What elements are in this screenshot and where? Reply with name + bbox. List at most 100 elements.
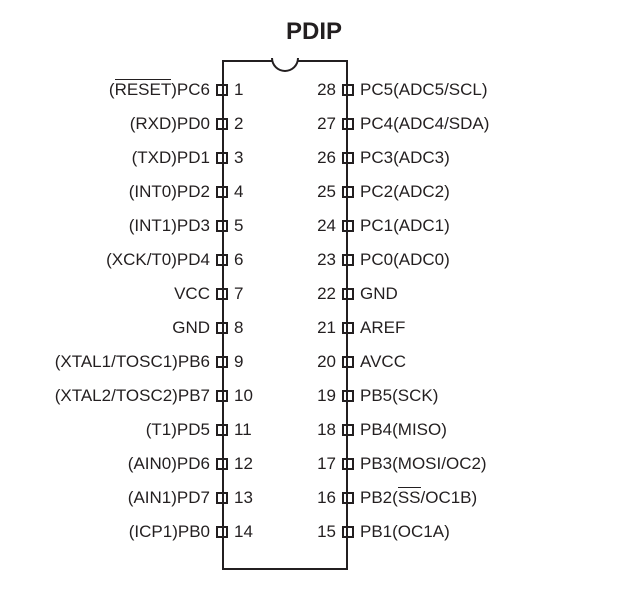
pin-row: PC3 (ADC3) — [342, 141, 450, 175]
pin-number: 7 — [234, 284, 243, 304]
pin-row: AREF — [342, 311, 405, 345]
pin-pad — [216, 492, 228, 504]
pin-row: GND — [172, 311, 228, 345]
pin-label: PC2 (ADC2) — [360, 182, 450, 202]
pin-row: PC0 (ADC0) — [342, 243, 450, 277]
pin-number: 6 — [234, 250, 243, 270]
pin-pad — [342, 152, 354, 164]
pin-label: AVCC — [360, 352, 406, 372]
pin-number: 24 — [317, 216, 336, 236]
pin-number: 19 — [317, 386, 336, 406]
pin-row: PB1 (OC1A) — [342, 515, 450, 549]
pin-pad — [216, 288, 228, 300]
pin-row: VCC — [174, 277, 228, 311]
pin-pad — [216, 118, 228, 130]
pin-number: 22 — [317, 284, 336, 304]
pin-row: (AIN1) PD7 — [128, 481, 228, 515]
pin-label: PC5 (ADC5/SCL) — [360, 80, 488, 100]
pin-row: PC2 (ADC2) — [342, 175, 450, 209]
pin-pad — [216, 220, 228, 232]
pin-pad — [342, 118, 354, 130]
pin-number: 1 — [234, 80, 243, 100]
pin-row: (ICP1) PB0 — [129, 515, 228, 549]
pin-row: AVCC — [342, 345, 406, 379]
pin-number: 14 — [234, 522, 253, 542]
package-title: PDIP — [0, 18, 628, 46]
pin-number: 11 — [234, 420, 252, 440]
pin-number: 8 — [234, 318, 243, 338]
pin-pad — [216, 526, 228, 538]
pin-label: PB3 (MOSI/OC2) — [360, 454, 487, 474]
pin-pad — [342, 84, 354, 96]
pin-label: (RXD) PD0 — [130, 114, 210, 134]
pin-number: 23 — [317, 250, 336, 270]
pin-pad — [342, 424, 354, 436]
pin-label: (XCK/T0) PD4 — [106, 250, 210, 270]
pin-row: (RXD) PD0 — [130, 107, 228, 141]
pin-pad — [342, 186, 354, 198]
pin-label: (RESET) PC6 — [109, 80, 210, 100]
pin-pad — [342, 458, 354, 470]
pin-number: 16 — [317, 488, 336, 508]
pin-label: AREF — [360, 318, 405, 338]
pin-label: (T1) PD5 — [146, 420, 210, 440]
pin-row: (AIN0) PD6 — [128, 447, 228, 481]
pin-row: (INT1) PD3 — [129, 209, 228, 243]
pin-number: 13 — [234, 488, 253, 508]
pin-row: PC4 (ADC4/SDA) — [342, 107, 489, 141]
pin-number: 18 — [317, 420, 336, 440]
pin-pad — [342, 492, 354, 504]
pin-label: GND — [360, 284, 398, 304]
pin-label: (XTAL1/TOSC1) PB6 — [55, 352, 210, 372]
pin-number: 15 — [317, 522, 336, 542]
pin-number: 21 — [317, 318, 336, 338]
pin-label: (AIN0) PD6 — [128, 454, 210, 474]
pin-number: 5 — [234, 216, 243, 236]
pin-row: PB5 (SCK) — [342, 379, 438, 413]
pin-number: 10 — [234, 386, 253, 406]
pin-row: (T1) PD5 — [146, 413, 228, 447]
pin-row: (XTAL1/TOSC1) PB6 — [55, 345, 228, 379]
pin-pad — [342, 288, 354, 300]
pin-label: GND — [172, 318, 210, 338]
pin-row: (TXD) PD1 — [132, 141, 228, 175]
pin-pad — [216, 152, 228, 164]
pin-number: 9 — [234, 352, 243, 372]
pin-pad — [216, 322, 228, 334]
pin-row: PC5 (ADC5/SCL) — [342, 73, 488, 107]
pin-row: PB4 (MISO) — [342, 413, 447, 447]
pin-pad — [342, 322, 354, 334]
pin-label: (ICP1) PB0 — [129, 522, 210, 542]
pin-label: PB2 (SS/OC1B) — [360, 488, 477, 508]
pin-label: PB1 (OC1A) — [360, 522, 450, 542]
pin-number: 4 — [234, 182, 243, 202]
pin-number: 20 — [317, 352, 336, 372]
pin-row: GND — [342, 277, 398, 311]
pin-pad — [342, 390, 354, 402]
pin-label: (INT1) PD3 — [129, 216, 210, 236]
pin-pad — [342, 526, 354, 538]
pin-label: PC3 (ADC3) — [360, 148, 450, 168]
pin-label: PC1 (ADC1) — [360, 216, 450, 236]
pin-pad — [216, 424, 228, 436]
pin-label: PB4 (MISO) — [360, 420, 447, 440]
pin-number: 2 — [234, 114, 243, 134]
pinout-diagram: { "type": "chip-pinout", "title": "PDIP"… — [0, 0, 628, 595]
pin-pad — [216, 186, 228, 198]
pin-label: (INT0) PD2 — [129, 182, 210, 202]
pin-number: 28 — [317, 80, 336, 100]
pin-pad — [216, 356, 228, 368]
pin-label: VCC — [174, 284, 210, 304]
pin-label: PB5 (SCK) — [360, 386, 438, 406]
pin-label: (XTAL2/TOSC2) PB7 — [55, 386, 210, 406]
pin-pad — [216, 254, 228, 266]
pin-number: 17 — [317, 454, 336, 474]
pin-row: (RESET) PC6 — [109, 73, 228, 107]
pin-row: PB2 (SS/OC1B) — [342, 481, 477, 515]
pin-label: (AIN1) PD7 — [128, 488, 210, 508]
pin-number: 12 — [234, 454, 253, 474]
pin-row: PB3 (MOSI/OC2) — [342, 447, 487, 481]
pin-row: PC1 (ADC1) — [342, 209, 450, 243]
pin-label: PC0 (ADC0) — [360, 250, 450, 270]
pin-pad — [216, 84, 228, 96]
